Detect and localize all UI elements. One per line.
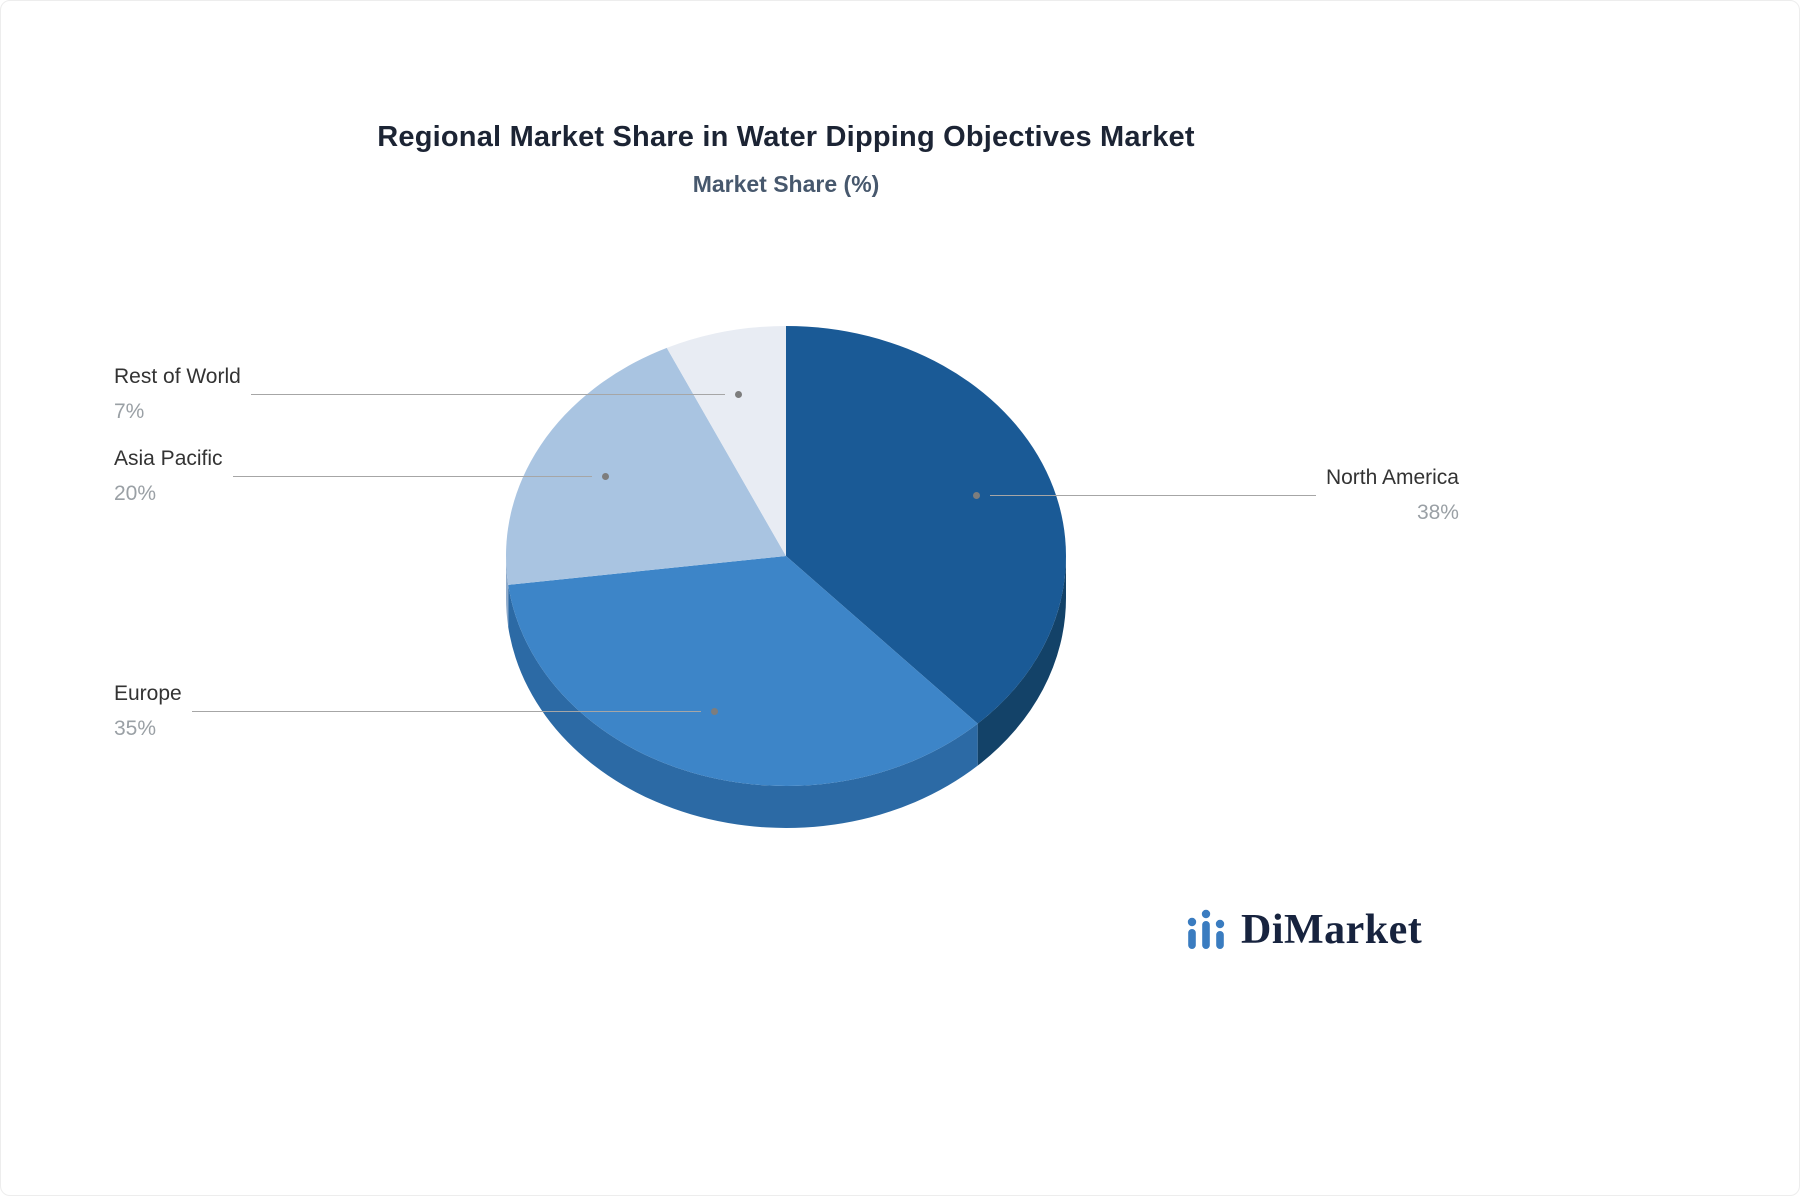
chart-title: Regional Market Share in Water Dipping O… bbox=[377, 121, 1195, 153]
callout-texts: North America 38% bbox=[1326, 466, 1459, 525]
leader-dot bbox=[973, 491, 981, 499]
leader-line bbox=[191, 711, 701, 713]
callout-asia-pacific: Asia Pacific 20% bbox=[114, 443, 610, 509]
slice-label: North America bbox=[1325, 465, 1459, 489]
chart-subtitle: Market Share (%) bbox=[692, 171, 880, 197]
leader-dot bbox=[602, 472, 610, 480]
brand-logo: DiMarket bbox=[1183, 907, 1422, 953]
slice-value: 7% bbox=[114, 399, 145, 423]
leader-dot bbox=[710, 708, 718, 716]
leader-line bbox=[232, 475, 593, 477]
callout-texts: Rest of World 7% bbox=[114, 365, 241, 424]
leader-line bbox=[250, 393, 726, 395]
pie-slice-side-north-america bbox=[977, 556, 1066, 766]
pie-slice-asia-pacific[interactable] bbox=[506, 347, 786, 585]
bar-chart-dots-icon bbox=[1187, 909, 1225, 949]
slice-value: 35% bbox=[114, 717, 157, 741]
pie-slice-rest-of-world[interactable] bbox=[666, 326, 786, 556]
callout-rest-of-world: Rest of World 7% bbox=[114, 361, 743, 427]
callout-europe: Europe 35% bbox=[114, 679, 718, 745]
callout-texts: Europe 35% bbox=[114, 682, 182, 741]
callout-north-america: North America 38% bbox=[973, 462, 1459, 528]
slice-label: Europe bbox=[114, 682, 182, 706]
slice-label: Asia Pacific bbox=[114, 446, 223, 470]
pie-slice-side-asia-pacific bbox=[506, 556, 509, 627]
pie-slice-north-america[interactable] bbox=[786, 326, 1066, 724]
slice-value: 38% bbox=[1416, 500, 1459, 524]
slice-label: Rest of World bbox=[114, 364, 241, 388]
pie-slice-europe[interactable] bbox=[508, 556, 978, 786]
callout-texts: Asia Pacific 20% bbox=[114, 447, 223, 506]
pie-slice-side-europe bbox=[508, 584, 978, 828]
leader-line bbox=[990, 494, 1316, 496]
slice-value: 20% bbox=[114, 481, 157, 505]
brand-logo-text: DiMarket bbox=[1241, 907, 1423, 953]
leader-dot bbox=[735, 390, 743, 398]
